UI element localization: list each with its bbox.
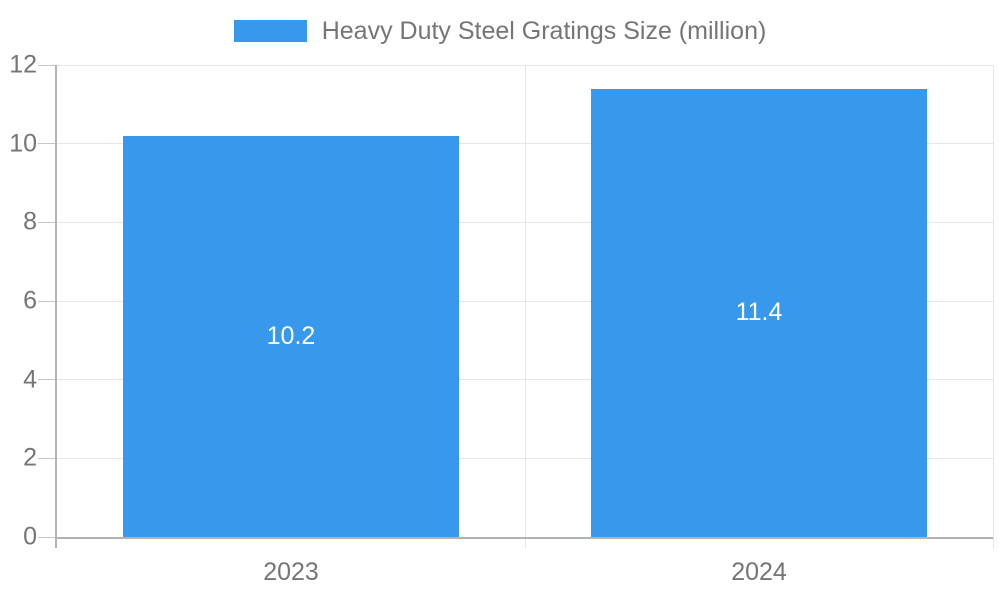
y-axis-line <box>55 65 57 548</box>
y-tick-mark <box>38 143 57 145</box>
x-category-label: 2024 <box>731 558 787 586</box>
y-tick-label: 0 <box>23 522 37 551</box>
y-tick-label: 8 <box>23 207 37 236</box>
bar[interactable]: 10.2 <box>122 135 460 537</box>
y-tick-label: 10 <box>9 129 37 158</box>
y-tick-label: 2 <box>23 443 37 472</box>
bar[interactable]: 11.4 <box>590 88 928 537</box>
vertical-gridline <box>992 65 994 548</box>
y-tick-label: 12 <box>9 50 37 79</box>
vertical-gridline <box>524 65 526 548</box>
y-tick-label: 6 <box>23 286 37 315</box>
legend[interactable]: Heavy Duty Steel Gratings Size (million) <box>0 17 1000 46</box>
y-tick-mark <box>38 379 57 381</box>
legend-swatch <box>233 20 307 43</box>
plot-area: 0 2 4 6 8 10 12 10.2 2023 11.4 2024 <box>9 52 994 586</box>
y-tick-mark <box>38 300 57 302</box>
bar-value-label: 10.2 <box>266 321 316 350</box>
x-axis-line <box>55 537 993 539</box>
y-tick-mark <box>38 536 57 538</box>
y-tick-label: 4 <box>23 365 37 394</box>
y-tick-mark <box>38 64 57 66</box>
legend-label: Heavy Duty Steel Gratings Size (million) <box>321 17 767 45</box>
bar-value-label: 11.4 <box>735 298 783 327</box>
x-category-label: 2023 <box>263 558 319 586</box>
y-tick-mark <box>38 221 57 223</box>
y-tick-mark <box>38 457 57 459</box>
